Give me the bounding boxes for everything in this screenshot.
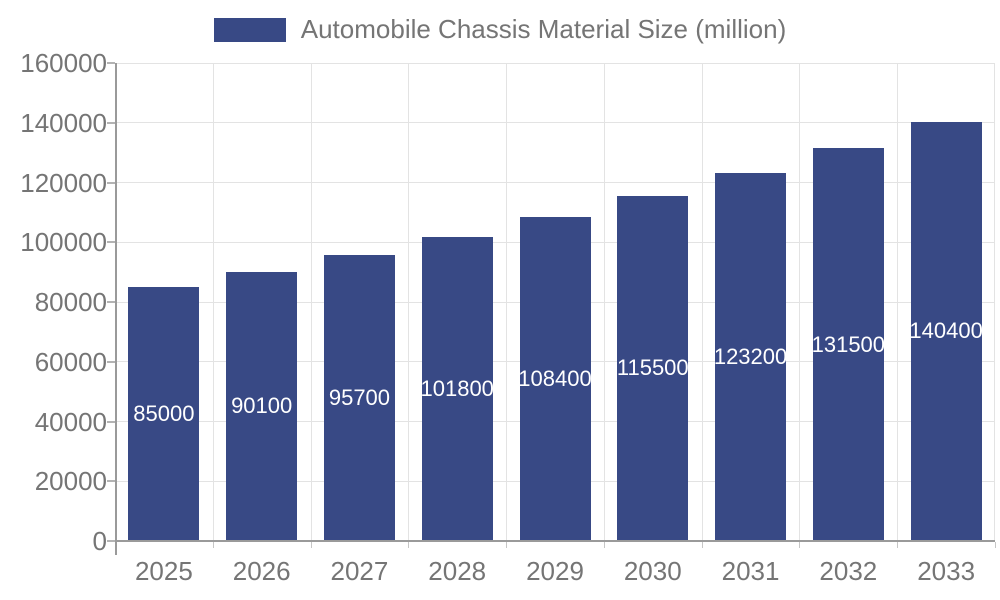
gridline-vertical <box>310 63 312 541</box>
plot-area: 85000 90100 95700 101800 108400 115500 123200 1… <box>115 62 995 541</box>
y-tick-label: 40000 <box>34 406 107 437</box>
y-axis-line <box>115 63 117 555</box>
x-tick-label: 2026 <box>232 556 291 586</box>
x-tick-mark <box>115 542 117 555</box>
y-tick-mark <box>107 420 115 423</box>
y-tick-mark <box>107 181 115 184</box>
y-tick-label: 120000 <box>20 167 107 198</box>
bar: 115500 <box>616 195 689 541</box>
x-tick-mark <box>212 542 214 548</box>
bar-value-label: 95700 <box>328 385 391 411</box>
gridline-vertical <box>212 63 214 541</box>
y-tick-mark <box>107 480 115 483</box>
gridline-vertical <box>506 63 508 541</box>
gridline-horizontal <box>115 122 995 124</box>
legend-swatch <box>213 17 286 42</box>
bar: 123200 <box>713 172 788 541</box>
x-tick-label: 2027 <box>330 556 389 586</box>
bar-value-label: 115500 <box>616 355 689 381</box>
x-tick-mark <box>701 542 703 548</box>
y-tick-mark <box>107 301 115 303</box>
y-tick-label: 140000 <box>20 107 107 138</box>
y-tick-label: 100000 <box>20 227 107 258</box>
bar-value-label: 140400 <box>909 318 983 344</box>
bar-value-label: 108400 <box>518 366 592 392</box>
y-tick-label: 160000 <box>20 48 107 78</box>
gridline-vertical <box>799 63 801 541</box>
legend: Automobile Chassis Material Size (millio… <box>0 14 1000 45</box>
x-tick-label: 2028 <box>428 556 487 586</box>
y-tick-mark <box>107 62 115 64</box>
y-tick-mark <box>107 121 115 124</box>
y-tick-label: 20000 <box>34 466 107 497</box>
bar-value-label: 90100 <box>231 393 293 419</box>
y-tick-mark <box>107 540 115 542</box>
bar: 140400 <box>909 121 983 541</box>
bar-value-label: 131500 <box>811 331 886 357</box>
x-tick-label: 2032 <box>819 556 878 586</box>
bar-value-label: 101800 <box>420 375 494 401</box>
y-tick-mark <box>107 241 115 244</box>
y-tick-label: 0 <box>92 526 107 556</box>
y-tick-label: 80000 <box>34 287 107 317</box>
x-tick-mark <box>995 542 996 548</box>
bar: 95700 <box>323 255 395 541</box>
x-tick-label: 2031 <box>721 556 780 586</box>
gridline-vertical <box>994 63 995 541</box>
x-tick-mark <box>506 542 508 548</box>
x-tick-mark <box>603 542 605 548</box>
bar: 90100 <box>226 271 298 541</box>
bar: 108400 <box>518 217 592 541</box>
x-tick-label: 2030 <box>623 556 682 586</box>
gridline-vertical <box>408 63 410 541</box>
bar-value-label: 123200 <box>713 343 788 369</box>
gridline-vertical <box>603 63 605 541</box>
y-tick-mark <box>107 360 115 363</box>
bar-value-label: 85000 <box>133 401 195 427</box>
x-tick-mark <box>408 542 410 548</box>
x-tick-label: 2029 <box>526 556 584 586</box>
legend-label: Automobile Chassis Material Size (millio… <box>300 14 787 44</box>
x-tick-mark <box>799 542 801 548</box>
bar: 101800 <box>420 236 494 541</box>
x-tick-label: 2025 <box>134 556 193 586</box>
bar: 131500 <box>811 148 886 541</box>
gridline-vertical <box>897 63 899 541</box>
x-tick-mark <box>310 542 312 548</box>
x-tick-mark <box>897 542 899 548</box>
gridline-horizontal <box>115 62 995 64</box>
gridline-horizontal <box>115 182 995 183</box>
y-tick-label: 60000 <box>34 346 107 377</box>
gridline-vertical <box>701 63 703 541</box>
bar: 85000 <box>128 287 200 541</box>
x-axis-line <box>108 540 995 542</box>
x-tick-label: 2033 <box>917 556 976 586</box>
